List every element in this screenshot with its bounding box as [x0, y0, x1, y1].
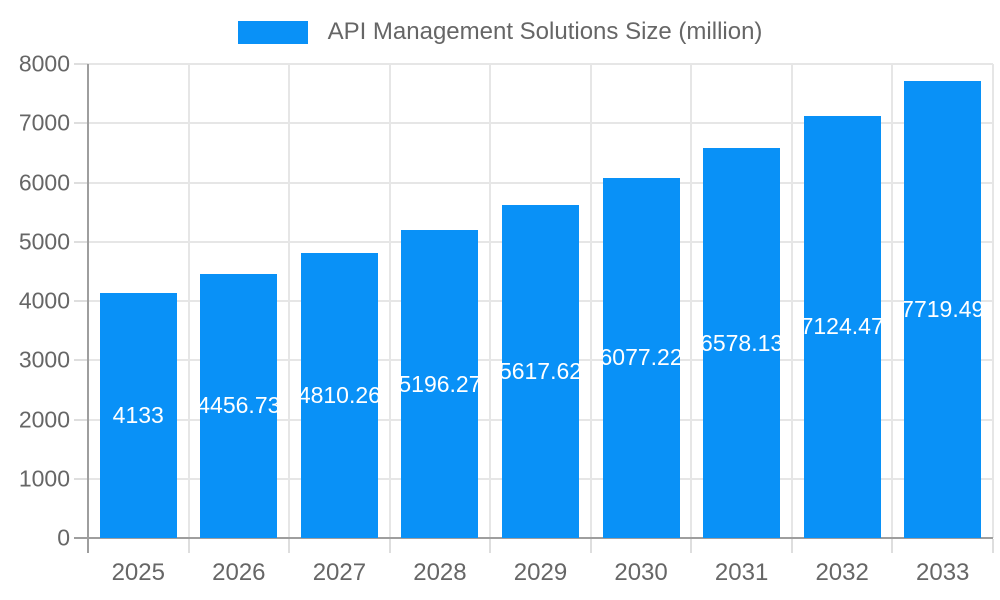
x-axis-line: [74, 537, 993, 539]
x-tick-mark: [388, 539, 391, 553]
v-gridline: [992, 64, 994, 538]
v-gridline: [891, 64, 894, 538]
y-tick-label: 8000: [18, 50, 70, 77]
v-gridline: [589, 64, 592, 538]
bar: 5196.27: [401, 230, 479, 538]
bar-value-label: 5196.27: [401, 370, 479, 397]
legend-swatch-icon: [237, 20, 308, 44]
x-tick-label: 2030: [614, 559, 668, 586]
legend-label: API Management Solutions Size (million): [327, 18, 763, 45]
bar-value-label: 7124.47: [803, 313, 881, 340]
x-tick-mark: [992, 539, 994, 553]
x-tick-label: 2026: [212, 559, 266, 586]
v-gridline: [288, 64, 291, 538]
x-tick-mark: [891, 539, 894, 553]
y-tick-label: 7000: [18, 109, 70, 136]
h-gridline: [88, 181, 993, 184]
y-tick-mark: [74, 300, 88, 302]
x-tick-mark: [489, 539, 492, 553]
bar-value-label: 6077.22: [602, 344, 680, 371]
y-tick-mark: [74, 122, 88, 125]
y-tick-mark: [74, 181, 88, 184]
x-tick-mark: [187, 539, 190, 553]
v-gridline: [388, 64, 391, 538]
bar-value-label: 4133: [112, 402, 164, 429]
x-tick-label: 2029: [513, 559, 568, 586]
bar: 4456.73: [200, 273, 278, 538]
x-tick-mark: [790, 539, 793, 553]
bar: 6578.13: [703, 148, 781, 538]
x-tick-label: 2031: [714, 559, 769, 586]
bar-value-label: 4456.73: [200, 392, 278, 419]
x-tick-mark: [288, 539, 291, 553]
y-tick-mark: [74, 418, 88, 421]
x-tick-label: 2028: [413, 559, 467, 586]
bar-value-label: 5617.62: [502, 358, 579, 385]
x-tick-mark: [690, 539, 693, 553]
x-tick-label: 2027: [312, 559, 367, 586]
y-tick-label: 2000: [18, 406, 70, 432]
bar: 4133: [99, 293, 177, 538]
legend-item[interactable]: API Management Solutions Size (million): [237, 18, 763, 45]
v-gridline: [187, 64, 190, 538]
bar-value-label: 4810.26: [300, 381, 378, 408]
bar-value-label: 7719.49: [904, 295, 982, 322]
bar: 7124.47: [803, 115, 881, 538]
x-tick-label: 2025: [111, 559, 165, 586]
y-tick-label: 3000: [18, 346, 70, 373]
x-tick-mark: [589, 539, 592, 553]
y-tick-label: 0: [57, 524, 70, 551]
bar: 7719.49: [904, 80, 982, 538]
bar: 6077.22: [602, 177, 680, 538]
x-tick-label: 2032: [815, 559, 869, 586]
h-gridline: [88, 63, 993, 65]
x-tick-label: 2033: [916, 559, 970, 586]
y-tick-mark: [74, 359, 88, 362]
bar-value-label: 6578.13: [703, 329, 781, 356]
y-tick-label: 6000: [18, 169, 70, 195]
y-tick-mark: [74, 477, 88, 480]
v-gridline: [690, 64, 693, 538]
y-axis-line: [87, 64, 89, 553]
y-tick-label: 4000: [18, 287, 70, 314]
h-gridline: [88, 122, 993, 125]
chart-legend: API Management Solutions Size (million): [0, 19, 1000, 45]
v-gridline: [489, 64, 492, 538]
y-tick-label: 5000: [18, 228, 70, 255]
bar: 5617.62: [502, 205, 579, 538]
y-tick-mark: [74, 63, 88, 65]
bar: 4810.26: [300, 252, 378, 538]
v-gridline: [790, 64, 793, 538]
y-tick-label: 1000: [18, 465, 70, 492]
y-tick-mark: [74, 240, 88, 243]
